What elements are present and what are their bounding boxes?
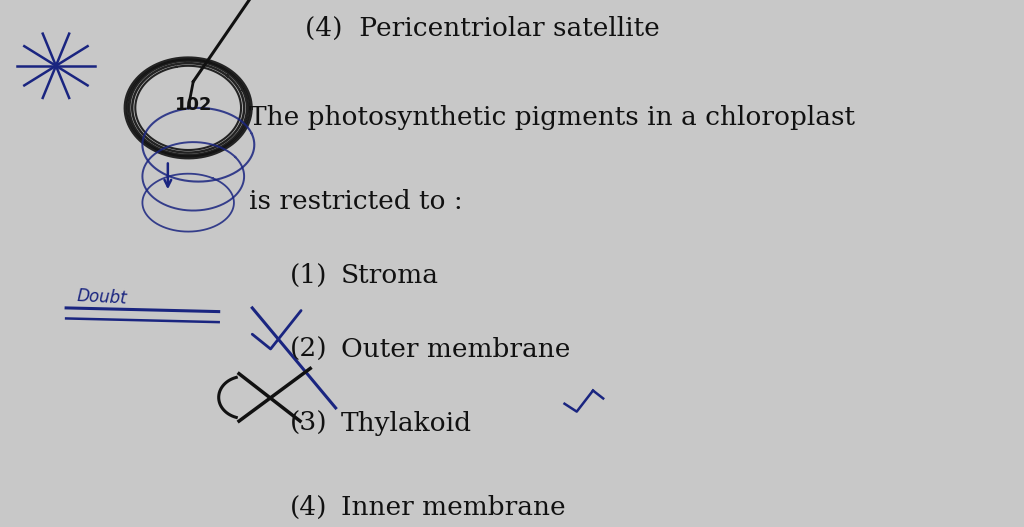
Text: Thylakoid: Thylakoid [341,411,472,435]
Text: Doubt: Doubt [76,287,128,307]
Text: (4)  Pericentriolar satellite: (4) Pericentriolar satellite [305,16,659,41]
Text: (3): (3) [290,411,328,435]
Text: (4): (4) [290,495,328,520]
Text: (2): (2) [290,337,328,362]
Text: The photosynthetic pigments in a chloroplast: The photosynthetic pigments in a chlorop… [249,105,855,130]
Text: Inner membrane: Inner membrane [341,495,565,520]
Text: 102: 102 [174,96,212,114]
Text: Stroma: Stroma [341,263,438,288]
Text: is restricted to :: is restricted to : [249,190,463,214]
Text: (1): (1) [290,263,328,288]
Text: Outer membrane: Outer membrane [341,337,570,362]
